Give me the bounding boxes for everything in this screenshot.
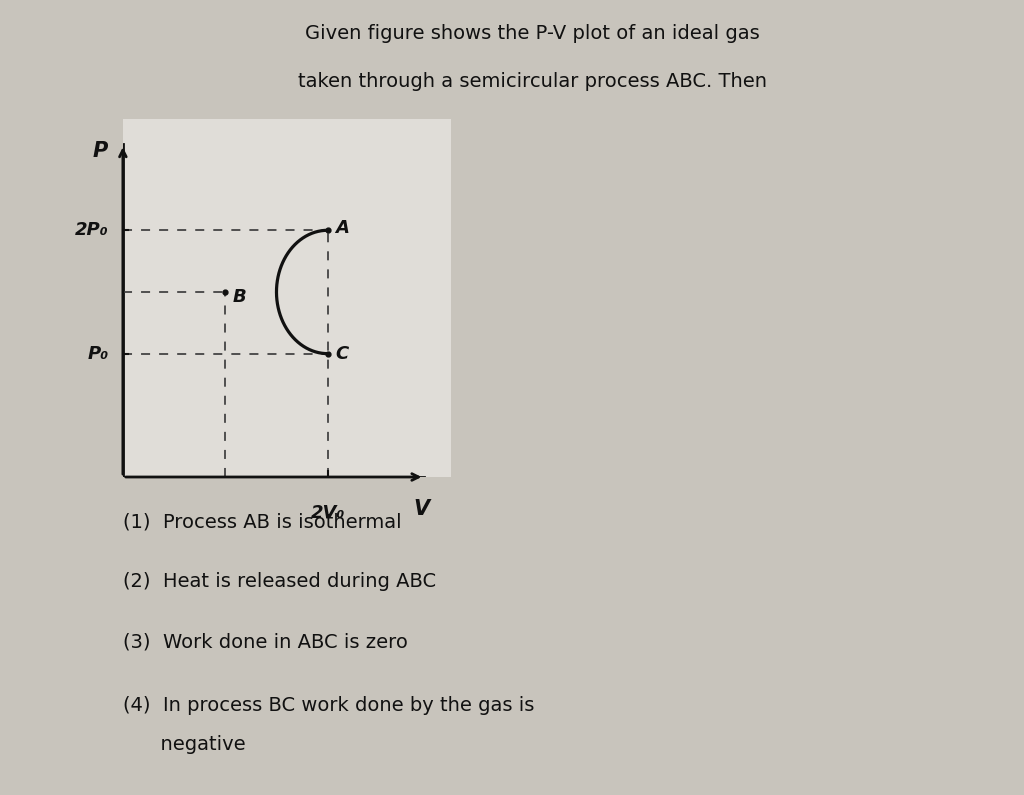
Text: A: A [335, 219, 349, 237]
Text: V: V [413, 499, 429, 519]
Text: taken through a semicircular process ABC. Then: taken through a semicircular process ABC… [298, 72, 767, 91]
Text: (1)  Process AB is isothermal: (1) Process AB is isothermal [123, 513, 401, 532]
Text: 2V₀: 2V₀ [310, 504, 345, 522]
Text: Given figure shows the P-V plot of an ideal gas: Given figure shows the P-V plot of an id… [305, 24, 760, 43]
Text: (3)  Work done in ABC is zero: (3) Work done in ABC is zero [123, 632, 408, 651]
Text: negative: negative [123, 735, 246, 754]
Text: B: B [232, 288, 246, 306]
Text: P: P [93, 142, 108, 161]
Text: (2)  Heat is released during ABC: (2) Heat is released during ABC [123, 572, 436, 591]
Text: 2P₀: 2P₀ [75, 221, 109, 239]
Text: C: C [335, 345, 348, 363]
Text: (4)  In process BC work done by the gas is: (4) In process BC work done by the gas i… [123, 696, 535, 715]
Text: P₀: P₀ [87, 345, 109, 363]
